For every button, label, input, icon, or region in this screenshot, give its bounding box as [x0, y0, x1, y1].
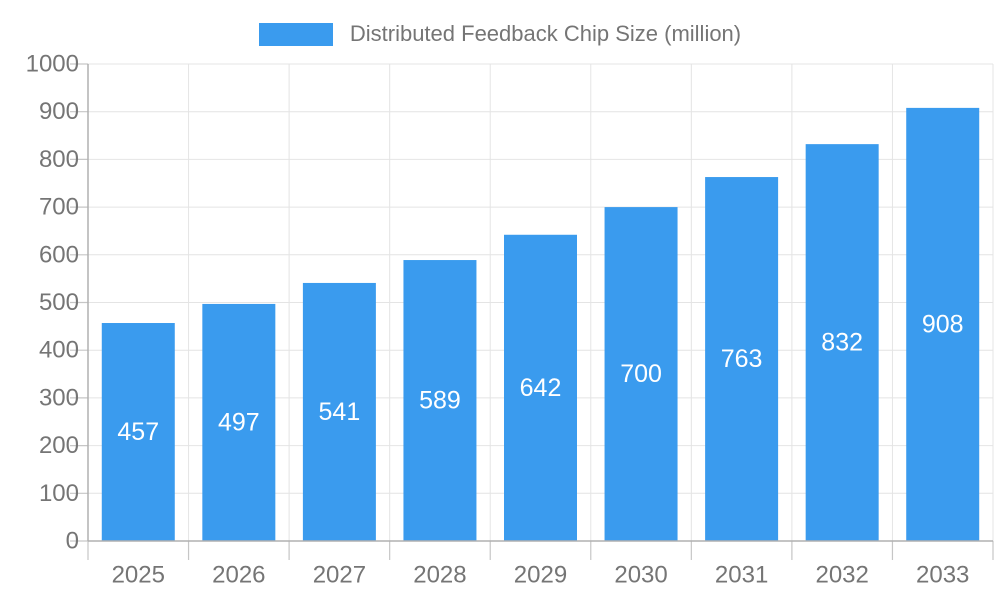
y-axis-label: 600 — [39, 241, 79, 268]
bar-value-label: 497 — [218, 408, 260, 436]
x-axis-label: 2031 — [715, 562, 768, 589]
bar-2030[interactable] — [604, 207, 678, 541]
axis-and-value-labels: 0 100 200 300 400 500 600 700 800 900 1000 457 2025 4… — [26, 51, 970, 589]
bar-value-label: 642 — [520, 374, 562, 402]
x-axis-label: 2033 — [916, 562, 969, 589]
legend-label: Distributed Feedback Chip Size (million) — [349, 21, 742, 46]
x-axis-label: 2028 — [413, 562, 466, 589]
axis-lines — [87, 64, 993, 542]
bar-value-label: 763 — [721, 345, 763, 373]
x-axis-label: 2032 — [815, 562, 868, 589]
bar-2029[interactable] — [504, 234, 577, 542]
x-axis-label: 2025 — [112, 562, 165, 589]
bar-2026[interactable] — [202, 303, 276, 541]
bar-2033[interactable] — [906, 107, 980, 541]
x-axis-label: 2029 — [514, 562, 567, 589]
bars — [101, 107, 980, 542]
legend-swatch — [258, 22, 333, 46]
y-axis-label: 800 — [39, 146, 79, 173]
y-axis-label: 100 — [39, 480, 79, 507]
bar-value-label: 589 — [419, 387, 461, 415]
bar-value-label: 457 — [117, 418, 159, 446]
y-axis-label: 0 — [66, 528, 79, 555]
y-axis-label: 300 — [39, 384, 79, 411]
legend[interactable]: Distributed Feedback Chip Size (million) — [0, 21, 1000, 47]
axis-ticks — [70, 63, 994, 560]
y-axis-label: 900 — [39, 98, 79, 125]
bar-value-label: 700 — [620, 360, 662, 388]
y-axis-label: 500 — [39, 289, 79, 316]
bar-2025[interactable] — [101, 323, 175, 541]
x-axis-label: 2027 — [313, 562, 366, 589]
y-axis-label: 700 — [39, 194, 79, 221]
bar-value-label: 541 — [319, 398, 361, 426]
bar-value-label: 832 — [821, 329, 863, 357]
x-axis-label: 2030 — [614, 562, 667, 589]
y-axis-label: 400 — [39, 337, 79, 364]
bar-2028[interactable] — [403, 260, 477, 541]
bar-2031[interactable] — [705, 177, 779, 541]
x-axis-label: 2026 — [212, 562, 265, 589]
y-axis-label: 200 — [39, 432, 79, 459]
y-axis-label: 1000 — [26, 51, 79, 78]
bar-value-label: 908 — [922, 310, 964, 338]
bar-2032[interactable] — [805, 144, 879, 542]
bar-2027[interactable] — [302, 282, 376, 541]
